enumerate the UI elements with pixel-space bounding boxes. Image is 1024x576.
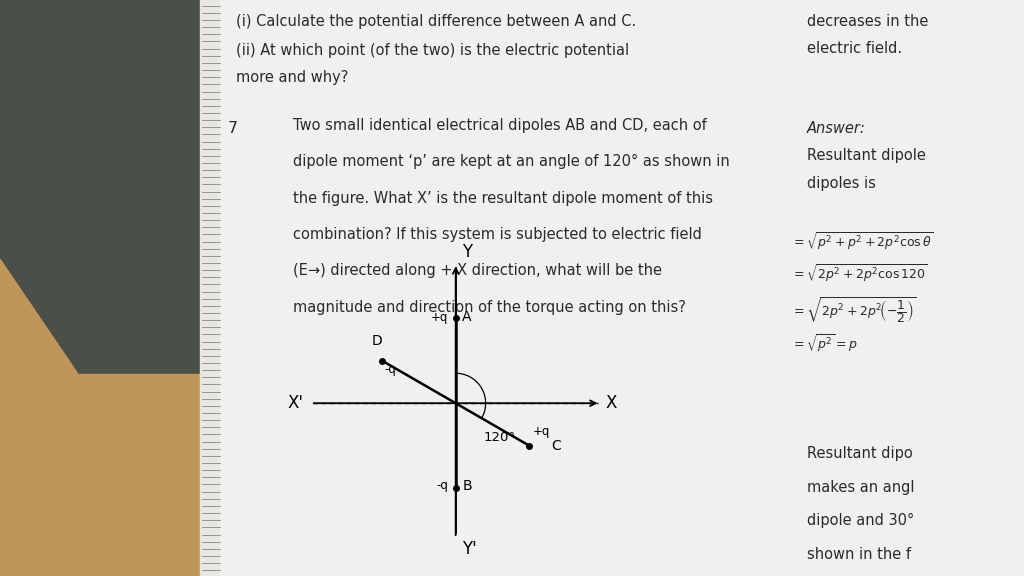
- Text: combination? If this system is subjected to electric field: combination? If this system is subjected…: [293, 227, 701, 242]
- Bar: [200, 0, 222, 576]
- Text: B: B: [462, 479, 472, 492]
- Text: -q: -q: [436, 479, 449, 492]
- Text: dipoles is: dipoles is: [807, 176, 876, 191]
- Bar: [220, 0, 1024, 576]
- Text: X': X': [288, 394, 303, 412]
- Text: (ii) At which point (of the two) is the electric potential: (ii) At which point (of the two) is the …: [237, 43, 630, 58]
- Text: the figure. What X’ is the resultant dipole moment of this: the figure. What X’ is the resultant dip…: [293, 191, 713, 206]
- Text: (i) Calculate the potential difference between A and C.: (i) Calculate the potential difference b…: [237, 14, 637, 29]
- Text: Resultant dipole: Resultant dipole: [807, 148, 926, 163]
- Text: 7: 7: [228, 121, 239, 136]
- Text: $=\sqrt{2p^2+2p^2\cos120}$: $=\sqrt{2p^2+2p^2\cos120}$: [791, 263, 928, 286]
- Text: (E→) directed along + X direction, what will be the: (E→) directed along + X direction, what …: [293, 263, 662, 278]
- Text: Y: Y: [462, 243, 472, 261]
- Text: more and why?: more and why?: [237, 70, 348, 85]
- Text: A: A: [462, 310, 472, 324]
- Text: $=\sqrt{p^2}=p$: $=\sqrt{p^2}=p$: [791, 333, 858, 355]
- Text: 120°: 120°: [483, 431, 515, 444]
- Text: electric field.: electric field.: [807, 41, 902, 56]
- Text: Y': Y': [462, 540, 476, 559]
- Text: Answer:: Answer:: [807, 121, 865, 136]
- Text: magnitude and direction of the torque acting on this?: magnitude and direction of the torque ac…: [293, 300, 685, 314]
- Bar: [0, 0, 215, 374]
- Text: dipole and 30°: dipole and 30°: [807, 513, 914, 528]
- Text: $=\sqrt{p^2+p^2+2p^2\cos\theta}$: $=\sqrt{p^2+p^2+2p^2\cos\theta}$: [791, 230, 934, 253]
- Text: -q: -q: [385, 363, 396, 376]
- Bar: [0, 374, 215, 576]
- Text: +q: +q: [534, 425, 551, 438]
- Text: +q: +q: [431, 311, 449, 324]
- Text: C: C: [552, 439, 561, 453]
- Text: makes an angl: makes an angl: [807, 480, 914, 495]
- Text: dipole moment ‘p’ are kept at an angle of 120° as shown in: dipole moment ‘p’ are kept at an angle o…: [293, 154, 729, 169]
- Text: X: X: [605, 394, 616, 412]
- Text: shown in the f: shown in the f: [807, 547, 911, 562]
- Text: Two small identical electrical dipoles AB and CD, each of: Two small identical electrical dipoles A…: [293, 118, 707, 133]
- Text: decreases in the: decreases in the: [807, 14, 929, 29]
- Text: D: D: [372, 334, 383, 348]
- Text: Resultant dipo: Resultant dipo: [807, 446, 912, 461]
- Polygon shape: [0, 259, 215, 576]
- Text: $=\sqrt{2p^2+2p^2\!\left(-\dfrac{1}{2}\right)}$: $=\sqrt{2p^2+2p^2\!\left(-\dfrac{1}{2}\r…: [791, 295, 916, 325]
